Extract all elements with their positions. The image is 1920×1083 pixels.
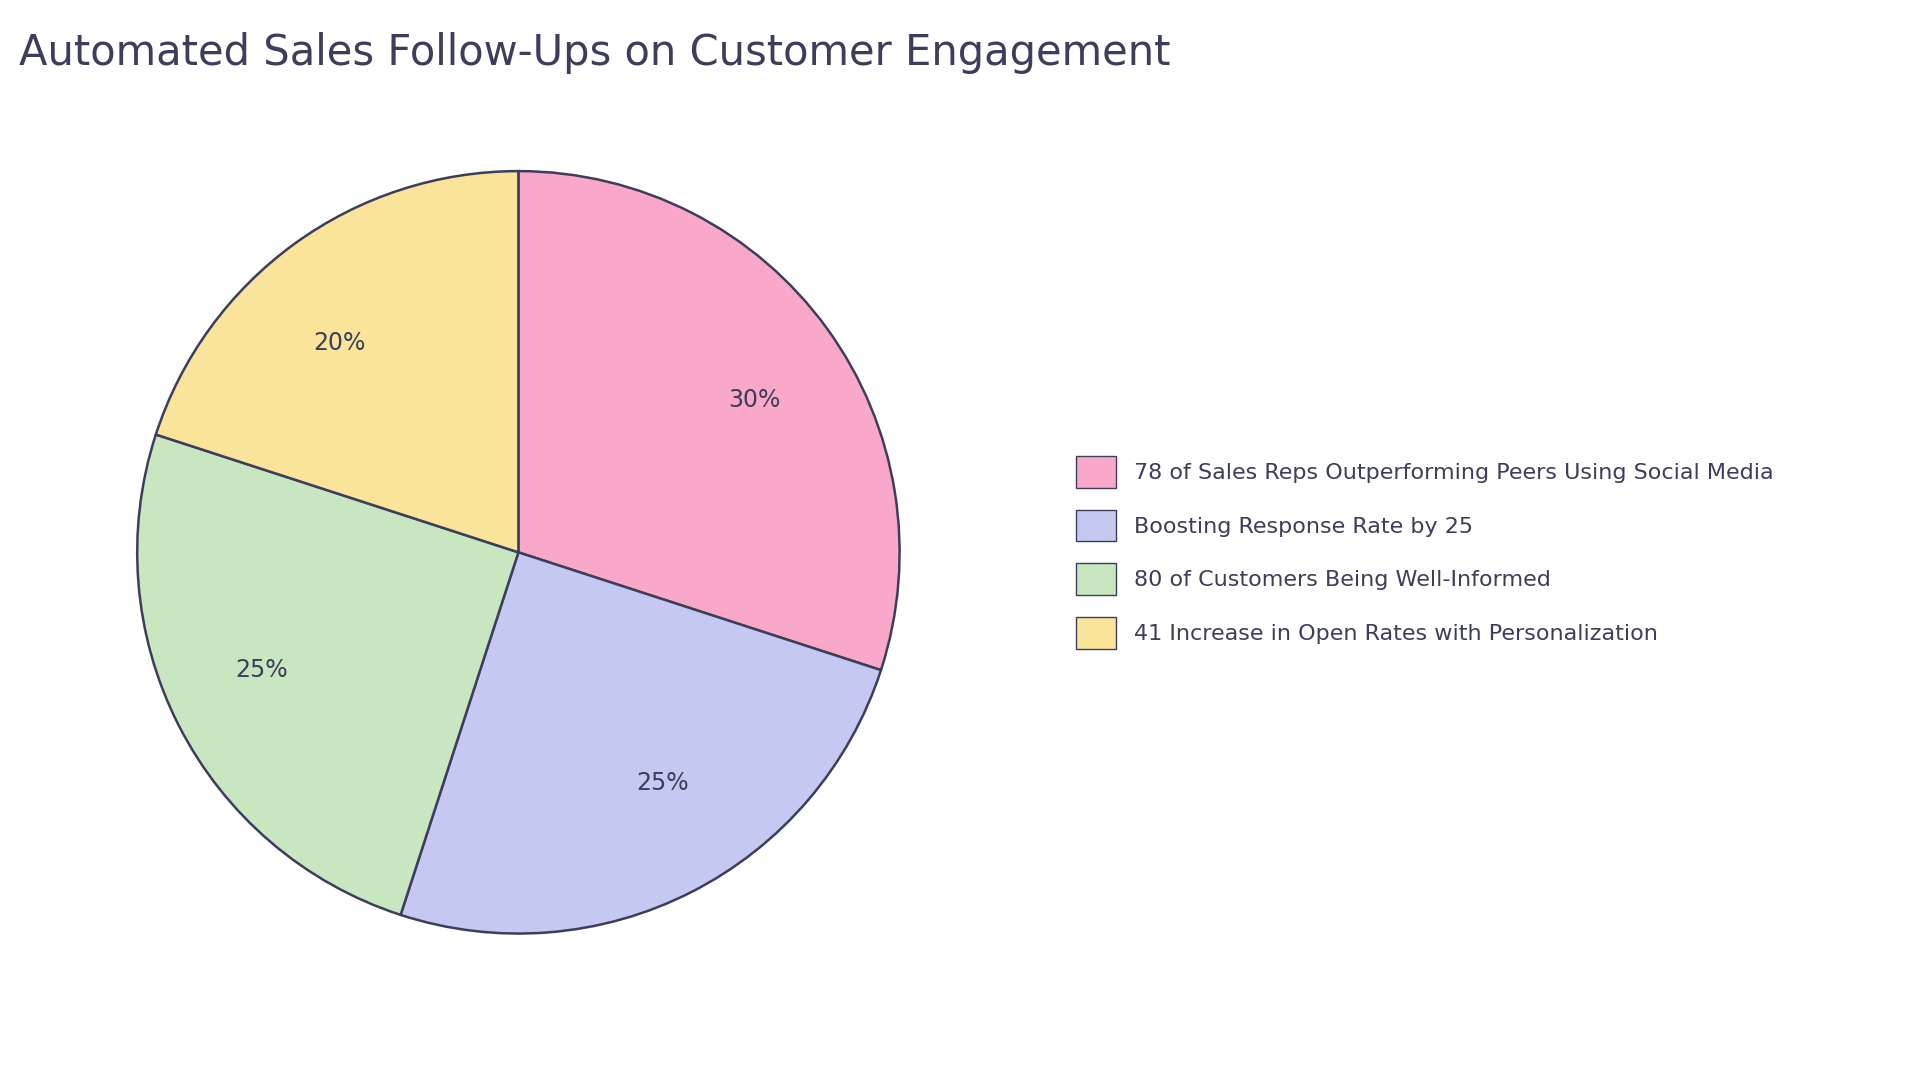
Legend: 78 of Sales Reps Outperforming Peers Using Social Media, Boosting Response Rate : 78 of Sales Reps Outperforming Peers Usi… [1054,434,1795,670]
Wedge shape [156,171,518,552]
Text: 25%: 25% [234,658,288,682]
Text: Automated Sales Follow-Ups on Customer Engagement: Automated Sales Follow-Ups on Customer E… [19,32,1171,75]
Text: 30%: 30% [728,388,781,412]
Wedge shape [401,552,881,934]
Wedge shape [136,434,518,915]
Text: 25%: 25% [636,771,689,795]
Wedge shape [518,171,900,670]
Text: 20%: 20% [313,330,367,354]
